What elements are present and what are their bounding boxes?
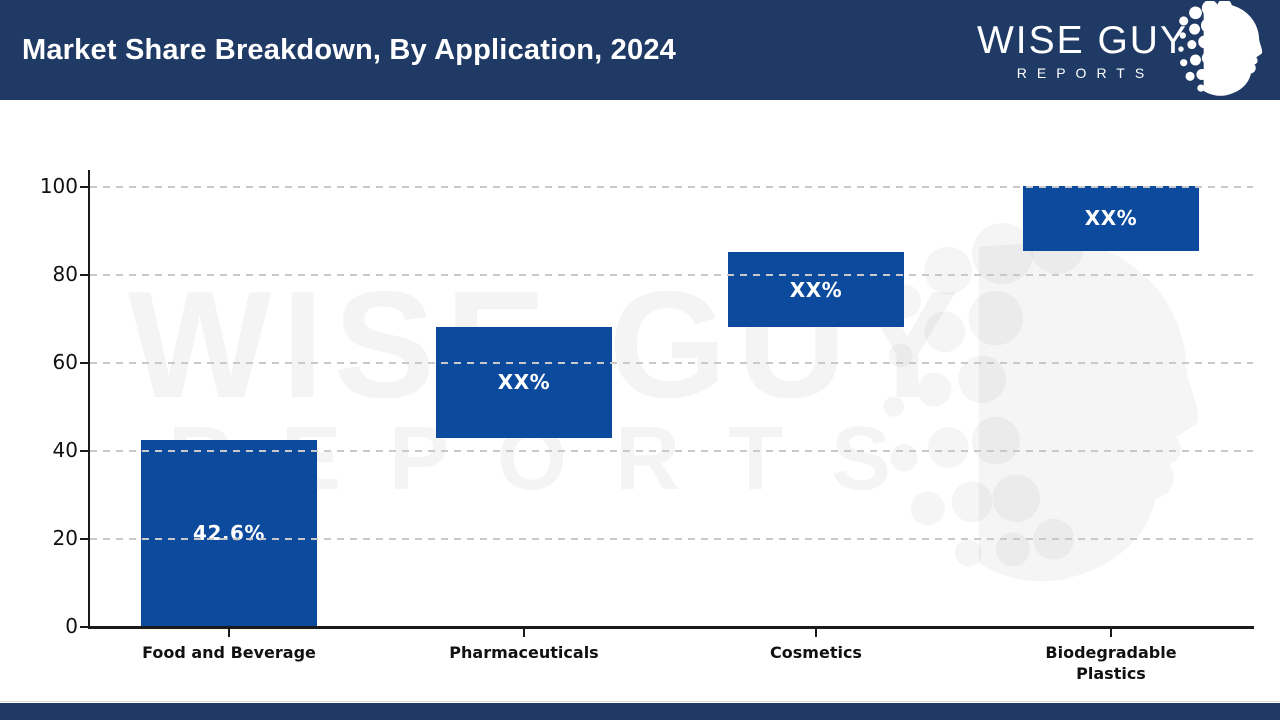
x-tick-mark xyxy=(1110,629,1112,637)
header-bar: Market Share Breakdown, By Application, … xyxy=(0,0,1280,100)
gridline xyxy=(90,274,1253,276)
bar-0: 42.6% xyxy=(141,439,317,627)
x-axis-line xyxy=(88,626,1254,629)
x-tick-label: Biodegradable Plastics xyxy=(1045,643,1177,683)
bar-value-label: XX% xyxy=(1084,206,1138,231)
y-tick-label: 60 xyxy=(52,350,78,374)
bar-1: XX% xyxy=(436,326,612,438)
y-tick-mark xyxy=(80,538,88,540)
y-tick-label: 80 xyxy=(52,262,78,286)
page-title: Market Share Breakdown, By Application, … xyxy=(22,33,676,66)
y-tick-label: 20 xyxy=(52,526,78,550)
brand-logo-text: WISE GUY REPORTS xyxy=(977,21,1188,80)
bar-value-label: XX% xyxy=(497,370,551,395)
footer-divider xyxy=(0,701,1280,702)
brand-logo: WISE GUY REPORTS xyxy=(977,1,1266,99)
x-tick-mark xyxy=(228,629,230,637)
x-tick-label: Pharmaceuticals xyxy=(449,643,599,662)
brand-subname: REPORTS xyxy=(1016,64,1155,81)
y-tick-label: 100 xyxy=(39,174,78,198)
y-tick-mark xyxy=(80,626,88,628)
x-tick-mark xyxy=(815,629,817,637)
gridline xyxy=(90,186,1253,188)
gridline xyxy=(90,450,1253,452)
brand-name: WISE GUY xyxy=(976,18,1188,62)
y-tick-mark xyxy=(80,274,88,276)
footer-bar xyxy=(0,703,1280,720)
bar-value-label: XX% xyxy=(789,277,843,302)
y-tick-mark xyxy=(80,186,88,188)
gridline xyxy=(90,538,1253,540)
y-tick-mark xyxy=(80,362,88,364)
x-tick-mark xyxy=(523,629,525,637)
dotted-head-profile-icon xyxy=(1178,1,1263,96)
x-tick-label: Cosmetics xyxy=(770,643,862,662)
x-tick-label: Food and Beverage xyxy=(142,643,316,662)
bar-3: XX% xyxy=(1023,185,1199,251)
y-axis-line xyxy=(88,170,90,628)
y-tick-mark xyxy=(80,450,88,452)
gridline xyxy=(90,362,1253,364)
y-tick-label: 40 xyxy=(52,438,78,462)
bar-2: XX% xyxy=(728,252,904,327)
bar-value-label: 42.6% xyxy=(193,521,265,546)
watermark-head-icon xyxy=(883,219,1199,582)
y-tick-label: 0 xyxy=(65,614,78,638)
